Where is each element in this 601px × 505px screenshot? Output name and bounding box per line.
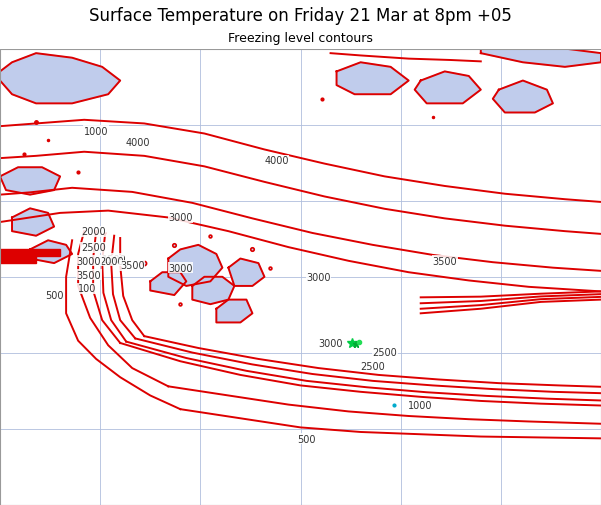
Text: 1500: 1500 — [102, 254, 126, 264]
Text: 2500: 2500 — [360, 361, 385, 371]
Text: 2000: 2000 — [99, 257, 123, 266]
Text: 2500: 2500 — [81, 242, 106, 252]
Polygon shape — [30, 241, 72, 264]
Text: 3500: 3500 — [77, 270, 101, 280]
Polygon shape — [228, 259, 264, 286]
Text: 2000: 2000 — [81, 227, 105, 237]
Polygon shape — [168, 245, 222, 286]
Text: 2500: 2500 — [372, 347, 397, 358]
Polygon shape — [0, 250, 60, 257]
Polygon shape — [415, 72, 481, 104]
Text: 1000: 1000 — [409, 400, 433, 410]
Text: 500: 500 — [45, 290, 63, 300]
Text: 4000: 4000 — [126, 138, 150, 148]
Text: 3000: 3000 — [77, 257, 101, 266]
Text: 3000: 3000 — [168, 213, 192, 223]
Text: 100: 100 — [78, 284, 96, 293]
Polygon shape — [337, 63, 409, 95]
Text: 3500: 3500 — [120, 261, 144, 271]
Text: 3000: 3000 — [319, 338, 343, 348]
Polygon shape — [0, 54, 120, 104]
Polygon shape — [150, 273, 186, 295]
Text: 3500: 3500 — [433, 257, 457, 266]
Text: 500: 500 — [297, 434, 316, 444]
Polygon shape — [0, 168, 60, 195]
Text: Freezing level contours: Freezing level contours — [228, 32, 373, 45]
Text: 3000: 3000 — [168, 263, 192, 273]
Text: Surface Temperature on Friday 21 Mar at 8pm +05: Surface Temperature on Friday 21 Mar at … — [89, 7, 512, 25]
Text: 1000: 1000 — [84, 126, 108, 136]
Polygon shape — [12, 209, 54, 236]
Polygon shape — [216, 300, 252, 323]
Polygon shape — [481, 49, 601, 68]
Polygon shape — [192, 277, 234, 305]
Text: 4000: 4000 — [264, 156, 288, 166]
Polygon shape — [493, 81, 553, 113]
Polygon shape — [0, 257, 36, 264]
Text: 3000: 3000 — [307, 272, 331, 282]
